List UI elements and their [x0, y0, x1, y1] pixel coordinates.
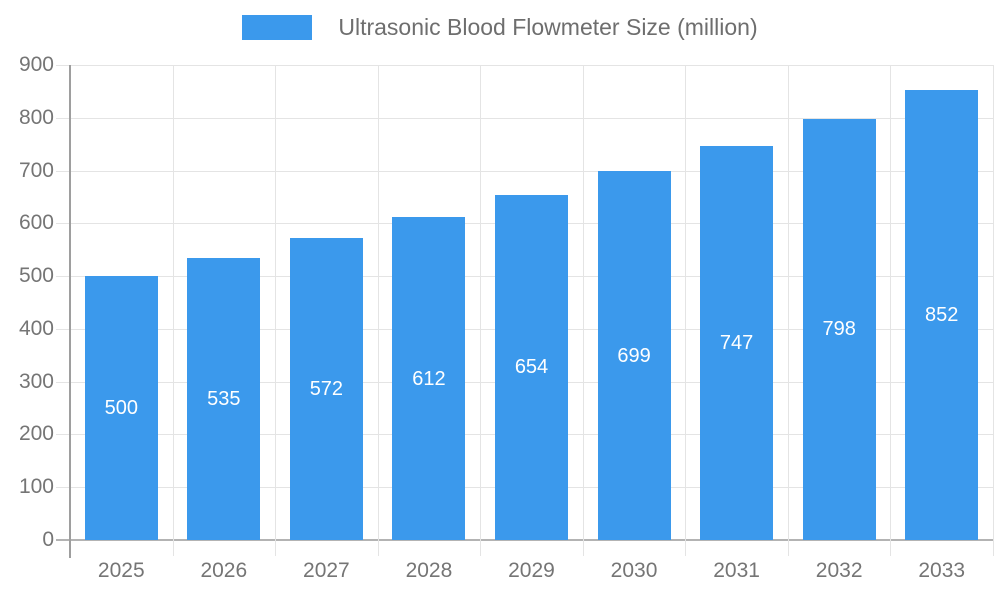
bar-value-label: 798 [822, 318, 856, 341]
x-axis-tick-label: 2033 [918, 559, 966, 582]
bar-2025[interactable]: 500 [84, 276, 158, 540]
y-axis-tick-label: 200 [18, 422, 54, 446]
bar-2032[interactable]: 798 [802, 118, 876, 540]
y-axis-tick-label: 600 [18, 211, 54, 235]
x-gridline [172, 65, 174, 556]
x-gridline [890, 65, 892, 556]
x-axis-tick-label: 2032 [815, 559, 863, 582]
y-axis-tick-label: 900 [18, 53, 54, 76]
bar-2027[interactable]: 572 [289, 238, 363, 540]
x-axis-tick-label: 2026 [200, 559, 248, 582]
x-axis-tick-label: 2027 [303, 559, 350, 582]
y-axis-tick-label: 0 [42, 528, 54, 551]
y-gridline [56, 117, 993, 119]
legend-label: Ultrasonic Blood Flowmeter Size (million… [338, 14, 758, 40]
x-axis-tick-label: 2029 [508, 559, 555, 582]
bar-value-label: 572 [309, 378, 344, 401]
y-axis-tick-label: 700 [18, 158, 54, 182]
bar-value-label: 535 [207, 387, 241, 410]
x-axis-tick-label: 2030 [610, 559, 658, 582]
y-axis-tick-label: 300 [18, 369, 54, 393]
y-axis-line [69, 65, 71, 558]
x-gridline [685, 65, 687, 556]
x-gridline [275, 65, 277, 556]
chart-legend[interactable]: Ultrasonic Blood Flowmeter Size (million… [0, 14, 1000, 41]
x-axis-baseline [56, 539, 993, 541]
x-axis-tick-label: 2028 [405, 559, 453, 582]
x-gridline [377, 65, 379, 556]
bar-value-label: 852 [925, 304, 959, 327]
x-gridline [480, 65, 482, 556]
bar-value-label: 747 [719, 331, 754, 354]
bar-value-label: 500 [104, 397, 138, 420]
y-axis-tick-label: 400 [18, 316, 54, 340]
bar-value-label: 699 [617, 344, 651, 367]
bar-2030[interactable]: 699 [597, 171, 671, 540]
bar-value-label: 612 [412, 367, 446, 390]
y-axis-tick-label: 100 [18, 475, 54, 499]
x-gridline [787, 65, 789, 556]
y-gridline [56, 170, 993, 172]
x-gridline [993, 65, 994, 556]
legend-swatch [242, 15, 313, 40]
x-axis-tick-label: 2031 [713, 559, 760, 582]
bar-2026[interactable]: 535 [187, 257, 261, 540]
x-axis-tick-label: 2025 [97, 559, 145, 582]
bar-2029[interactable]: 654 [495, 194, 568, 540]
bar-2028[interactable]: 612 [392, 217, 466, 540]
y-gridline [56, 65, 993, 66]
bar-2031[interactable]: 747 [700, 145, 774, 540]
y-axis-tick-label: 500 [18, 264, 54, 288]
x-gridline [582, 65, 584, 556]
y-axis-tick-label: 800 [18, 105, 54, 129]
bar-2033[interactable]: 852 [905, 90, 979, 540]
bar-value-label: 654 [514, 356, 549, 379]
